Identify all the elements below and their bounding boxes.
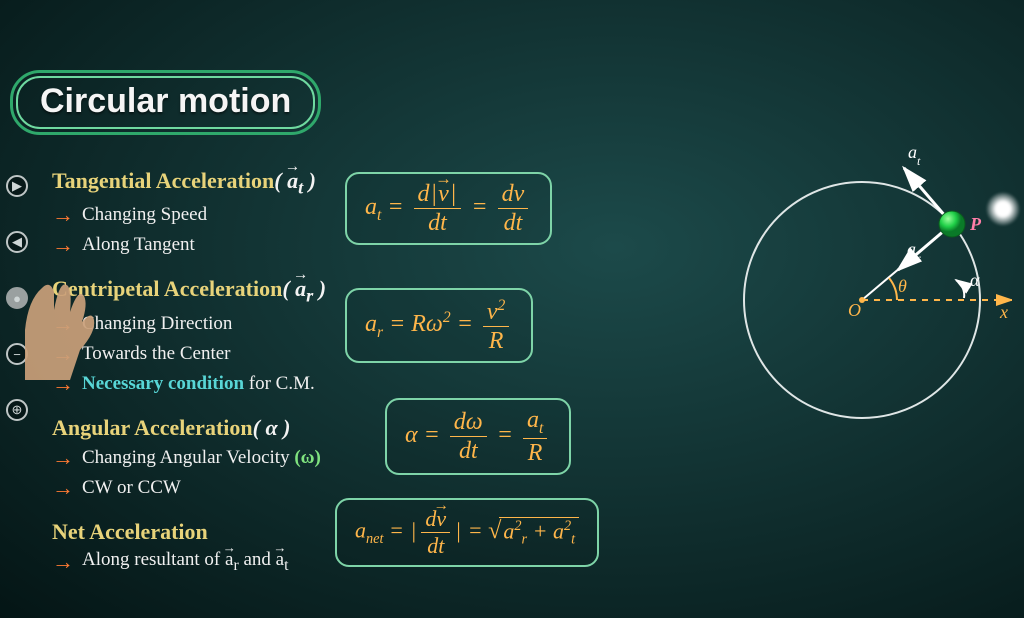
- title-pill-inner: Circular motion: [16, 76, 315, 129]
- f-at-eq2: =: [471, 194, 493, 220]
- arrow-icon: →: [52, 445, 74, 471]
- f-at-n2: dv: [498, 182, 529, 209]
- cent-sym-sub: r: [306, 286, 313, 306]
- diagram-alpha-label: α: [970, 270, 980, 290]
- ang-heading-text: Angular Acceleration: [52, 415, 253, 440]
- cent-sym-base: a: [295, 276, 306, 301]
- page-title: Circular motion: [40, 82, 291, 121]
- f-an-eq: =: [383, 518, 409, 543]
- diagram-at-label: at: [908, 142, 921, 168]
- cent-l1: Changing Direction: [82, 313, 232, 335]
- f-ar-eq: =: [451, 311, 479, 337]
- arrow-icon: →: [52, 371, 74, 397]
- ang-l1b: (ω): [294, 447, 321, 468]
- f-al-n2s: t: [539, 420, 543, 437]
- circular-motion-diagram: O θ α x P ar at: [712, 130, 1012, 430]
- tang-sym-base: a: [287, 168, 298, 193]
- f-at-eq: =: [381, 194, 409, 220]
- net-line-text: Along resultant of ar and at: [82, 549, 289, 575]
- tool-minus-icon[interactable]: −: [6, 343, 28, 365]
- diagram-O-label: O: [848, 300, 861, 320]
- tool-play-icon[interactable]: ▶: [6, 175, 28, 197]
- cent-l2: Towards the Center: [82, 343, 231, 365]
- f-at-d1: dt: [428, 209, 447, 235]
- arrow-icon: →: [52, 232, 74, 258]
- f-at-d2: dt: [504, 209, 523, 235]
- f-al-eq: =: [497, 422, 519, 448]
- net-pre: Along resultant of: [82, 549, 225, 570]
- f-ar-d: R: [489, 327, 504, 353]
- f-al-l: α =: [405, 422, 446, 448]
- title-pill: Circular motion: [10, 70, 321, 135]
- tangential-symbol: ( at ): [274, 168, 316, 193]
- f-at-b: a: [365, 194, 377, 220]
- f-ar-n: v: [487, 299, 498, 325]
- f-an-plus: +: [527, 518, 553, 543]
- f-an-ad: dt: [427, 533, 444, 557]
- f-al-d1: dt: [459, 437, 478, 463]
- f-an-s: net: [366, 531, 383, 547]
- formula-ar: ar = Rω2 = v2R: [345, 288, 533, 363]
- arrow-icon: →: [52, 475, 74, 501]
- net-ar-b: a: [225, 549, 233, 570]
- arrow-icon: →: [52, 202, 74, 228]
- net-mid: and: [239, 549, 276, 570]
- f-al-d2: R: [528, 439, 543, 465]
- tang-l2: Along Tangent: [82, 234, 195, 256]
- side-toolbar: ▶ ◀ ● − ⊕: [6, 175, 28, 421]
- angular-line-2: → CW or CCW: [52, 475, 662, 501]
- diagram-P-label: P: [969, 214, 982, 234]
- f-an-r1b: a: [503, 518, 514, 543]
- arrow-icon: →: [52, 311, 74, 337]
- chalkboard: Circular motion ▶ ◀ ● − ⊕ Tangential Acc…: [0, 0, 1024, 618]
- formula-anet: anet = dvdt = a2r + a2t: [335, 498, 599, 567]
- tangential-heading-text: Tangential Acceleration: [52, 168, 274, 193]
- formula-at: at = dvdt = dvdt: [345, 172, 552, 245]
- centripetal-symbol: ( ar ): [282, 276, 326, 301]
- tool-dot-icon[interactable]: ●: [6, 287, 28, 309]
- f-an-b: a: [355, 518, 366, 543]
- centripetal-line-3: → Necessary condition for C.M.: [52, 371, 662, 397]
- arrow-icon: →: [52, 341, 74, 367]
- f-an-r2b: a: [553, 518, 564, 543]
- lens-glare: [986, 192, 1020, 226]
- f-ar-sup: 2: [443, 309, 451, 326]
- tang-sym-sub: t: [298, 177, 303, 197]
- f-al-n2b: a: [527, 407, 539, 433]
- cent-extra-rest: for C.M.: [244, 373, 315, 394]
- f-al-n1: dω: [450, 410, 487, 437]
- f-an-eq2: =: [468, 518, 488, 543]
- tang-l1: Changing Speed: [82, 204, 207, 226]
- net-at-b: a: [276, 549, 284, 570]
- formula-alpha: α = dωdt = atR: [385, 398, 571, 475]
- tool-target-icon[interactable]: ⊕: [6, 399, 28, 421]
- f-an-r2s: t: [571, 531, 575, 547]
- arrow-icon: →: [52, 549, 74, 575]
- cent-extra-teal: Necessary condition: [82, 373, 244, 394]
- f-ar-b: a: [365, 311, 377, 337]
- diagram-theta-label: θ: [898, 276, 907, 296]
- ang-l1a: Changing Angular Velocity: [82, 447, 294, 468]
- ang-l2: CW or CCW: [82, 477, 181, 499]
- net-at-s: t: [284, 557, 288, 574]
- cent-heading-text: Centripetal Acceleration: [52, 276, 282, 301]
- diagram-x-label: x: [999, 302, 1008, 322]
- ang-sym: ( α ): [253, 415, 291, 440]
- f-ar-ns: 2: [498, 297, 506, 314]
- tool-prev-icon[interactable]: ◀: [6, 231, 28, 253]
- f-ar-r1: = Rω: [383, 311, 443, 337]
